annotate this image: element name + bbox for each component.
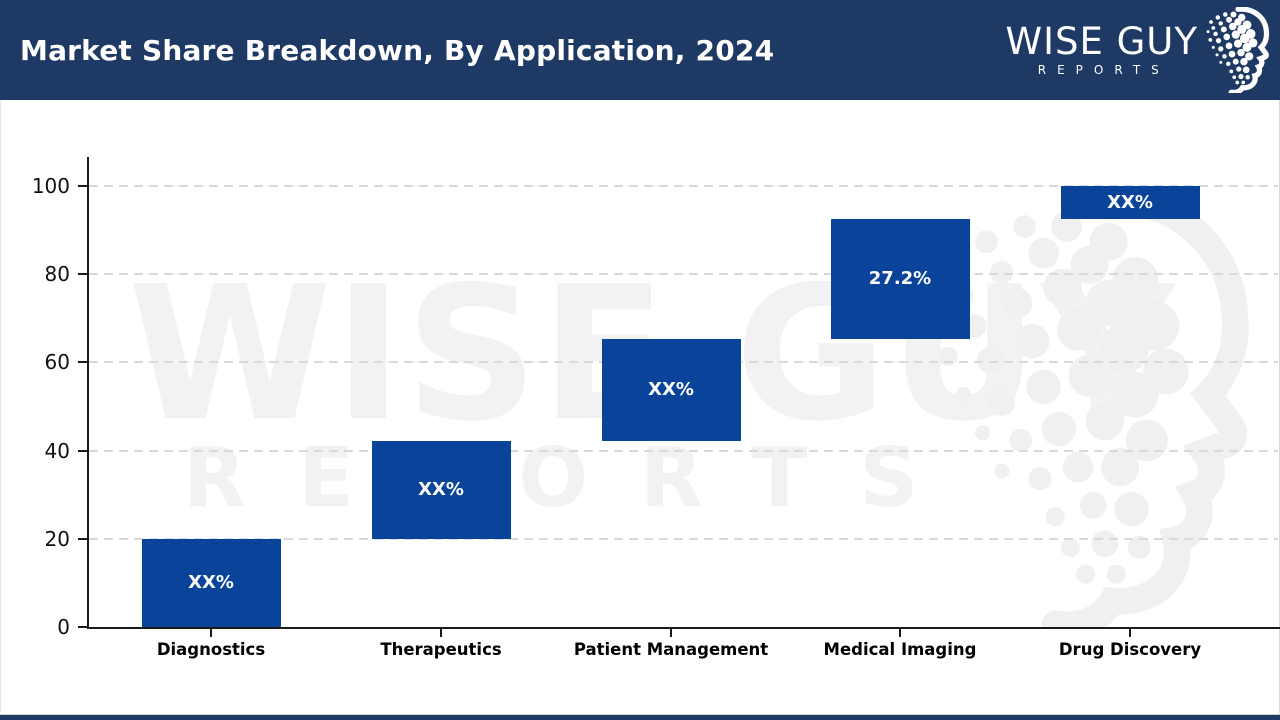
y-tick-label: 80: [44, 262, 70, 287]
page-edge-left: [0, 100, 1, 713]
x-tick-label-medical-imaging: Medical Imaging: [823, 640, 977, 659]
gridline-20: [89, 537, 1278, 540]
x-axis-tick-patient-management: [670, 629, 672, 637]
x-axis-spine: [87, 627, 1280, 629]
y-axis-spine: [87, 157, 89, 629]
gridline-80: [89, 273, 1278, 276]
x-tick-label-drug-discovery: Drug Discovery: [1058, 640, 1202, 659]
brand-logo-text: WISE GUY REPORTS: [1006, 23, 1198, 77]
x-axis-tick-medical-imaging: [899, 629, 901, 637]
plot: 0 20 40 60 80 100 XX% Diagnostics XX% Therapeutic…: [0, 100, 1280, 714]
bar-value-label-diagnostics: XX%: [188, 571, 234, 593]
bar-diagnostics: [141, 538, 281, 627]
bar-therapeutics: [371, 440, 511, 539]
x-axis-tick-therapeutics: [440, 629, 442, 637]
y-axis-tick: [78, 185, 87, 187]
x-tick-label-patient-management: Patient Management: [573, 640, 769, 659]
gridline-40: [89, 449, 1278, 452]
y-tick-label: 0: [57, 615, 70, 639]
y-axis-tick: [78, 537, 87, 540]
bar-value-label-patient-management: XX%: [648, 379, 694, 401]
brand-logo: WISE GUY REPORTS: [1006, 7, 1270, 93]
bar-patient-management: [601, 339, 741, 441]
x-tick-label-therapeutics: Therapeutics: [380, 640, 502, 659]
brand-tagline: REPORTS: [1037, 63, 1170, 77]
y-axis-tick: [78, 626, 87, 628]
y-axis-tick: [78, 273, 87, 276]
x-axis-tick-drug-discovery: [1129, 629, 1131, 637]
footer-bar: [0, 714, 1280, 720]
y-axis-tick: [78, 361, 87, 364]
y-tick-label: 20: [44, 526, 70, 551]
bar-value-label-therapeutics: XX%: [418, 478, 464, 500]
y-axis-tick: [78, 449, 87, 452]
chart-area: WISE GUY REPORTS 0 20 40 60 80 100 XX% Diagnost…: [0, 100, 1280, 714]
gridline-100: [89, 185, 1278, 187]
x-tick-label-diagnostics: Diagnostics: [156, 640, 266, 659]
bar-value-label-drug-discovery: XX%: [1107, 192, 1153, 213]
y-tick-label: 40: [44, 438, 70, 463]
y-tick-label: 60: [44, 350, 70, 375]
wiseguy-head-icon: [1194, 7, 1270, 93]
y-tick-label: 100: [31, 174, 70, 198]
header: Market Share Breakdown, By Application, …: [0, 0, 1280, 100]
x-axis-tick-diagnostics: [210, 629, 212, 637]
brand-name: WISE GUY: [1005, 20, 1198, 63]
page-title: Market Share Breakdown, By Application, …: [20, 33, 775, 67]
bar-value-label-medical-imaging: 27.2%: [868, 268, 932, 290]
